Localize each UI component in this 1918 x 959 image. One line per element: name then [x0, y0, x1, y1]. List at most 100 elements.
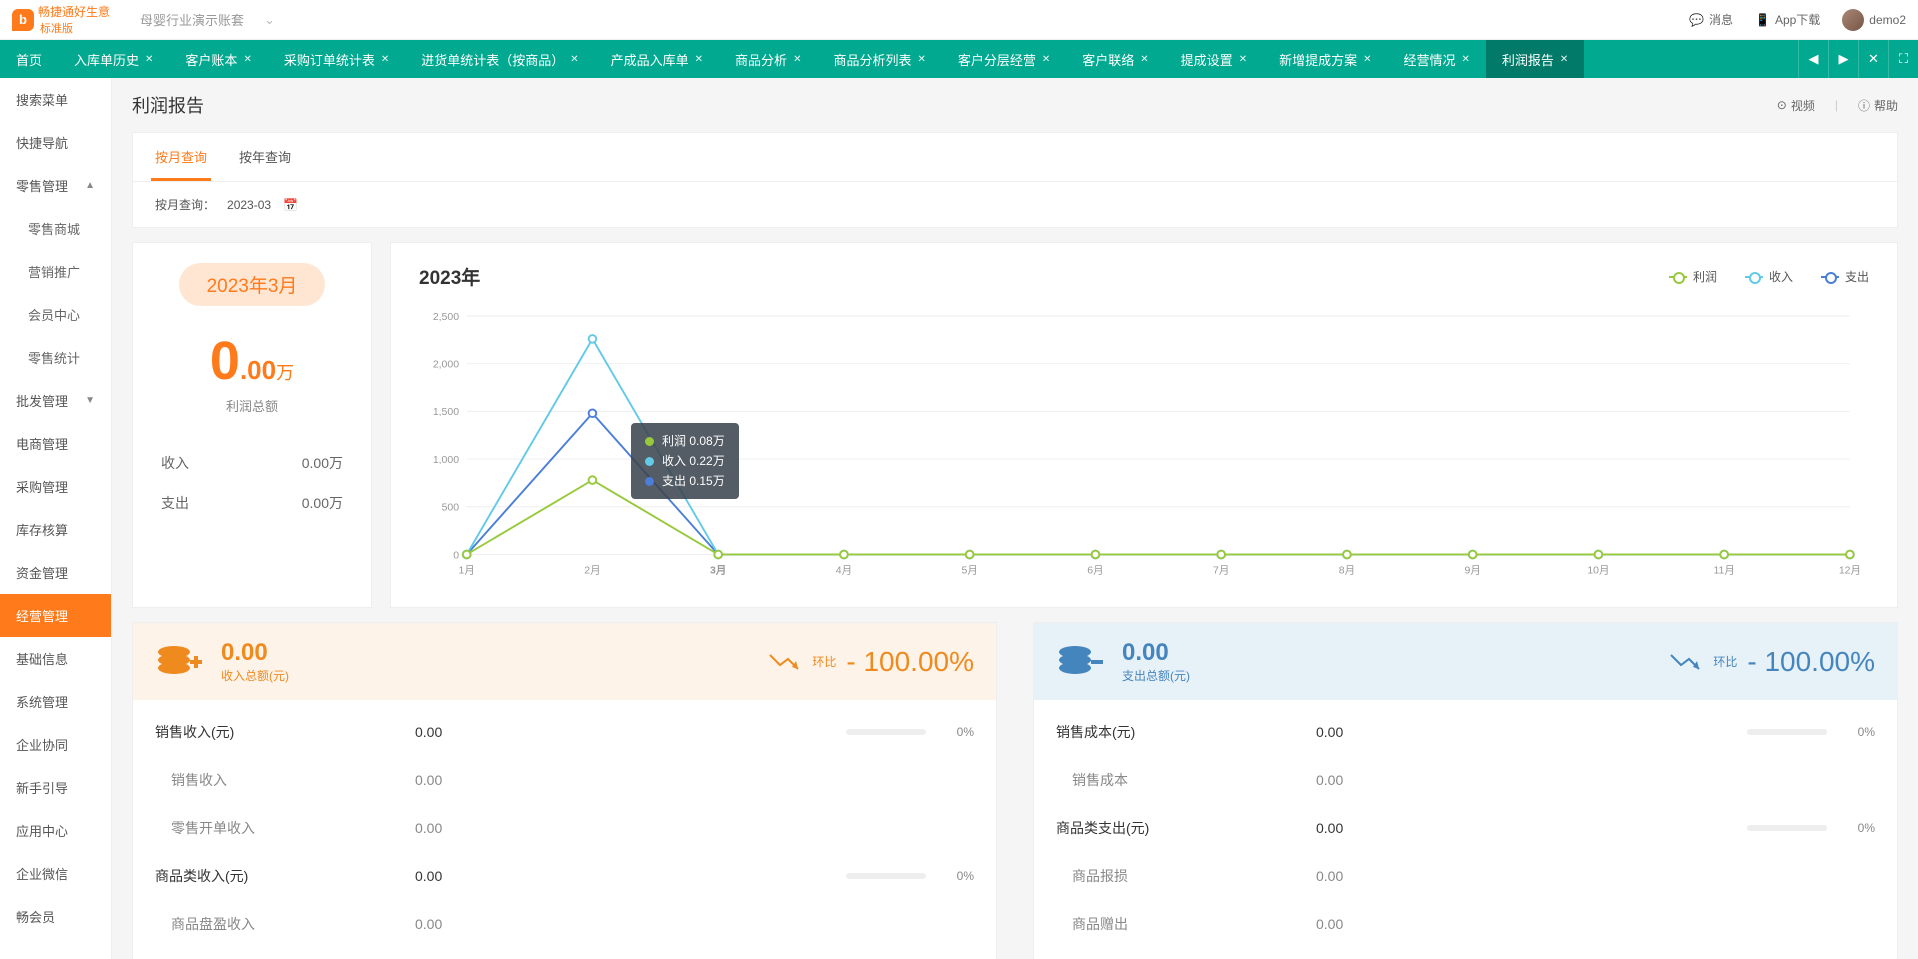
tab-提成设置[interactable]: 提成设置✕ [1165, 40, 1263, 78]
tab-label: 采购订单统计表 [284, 50, 375, 69]
summary-rows: 收入0.00万支出0.00万 [153, 443, 351, 523]
close-icon[interactable]: ✕ [381, 54, 389, 65]
sidebar-item[interactable]: 经营管理 [0, 594, 111, 637]
close-icon[interactable]: ✕ [1462, 54, 1470, 65]
account-selector[interactable]: 母婴行业演示账套 ⌄ [140, 10, 275, 29]
row-value: 0.00 [1316, 820, 1456, 836]
tab-利润报告[interactable]: 利润报告✕ [1486, 40, 1584, 78]
tab-首页[interactable]: 首页 [0, 40, 58, 78]
close-icon[interactable]: ✕ [1363, 54, 1371, 65]
list-row: 商品受赠收入0.00 [155, 948, 974, 959]
tabs-fullscreen-button[interactable]: ⛶ [1888, 40, 1918, 78]
expense-amount: 0.00 [1122, 639, 1190, 667]
sidebar-label: 新手引导 [16, 778, 68, 797]
sidebar-label: 快捷导航 [16, 133, 68, 152]
legend-profit[interactable]: 利润 [1669, 268, 1717, 285]
close-icon[interactable]: ✕ [1239, 54, 1247, 65]
tab-商品分析[interactable]: 商品分析 ✕ [719, 40, 817, 78]
income-hb-label: 环比 [812, 653, 836, 670]
query-tabs: 按月查询 按年查询 [132, 132, 1898, 181]
tab-year-query[interactable]: 按年查询 [235, 133, 295, 181]
tab-客户账本[interactable]: 客户账本✕ [169, 40, 267, 78]
sidebar-item[interactable]: 应用中心 [0, 809, 111, 852]
close-icon[interactable]: ✕ [1042, 54, 1050, 65]
user-menu[interactable]: demo2 [1842, 9, 1906, 31]
avatar [1842, 9, 1864, 31]
close-icon[interactable]: ✕ [243, 54, 251, 65]
chevron-down-icon: ⌄ [264, 12, 275, 28]
close-icon[interactable]: ✕ [570, 54, 578, 65]
sidebar-item[interactable]: 快捷导航 [0, 121, 111, 164]
messages-link[interactable]: 💬 消息 [1689, 11, 1733, 28]
row-name: 商品类支出(元) [1056, 818, 1316, 838]
close-icon[interactable]: ✕ [145, 54, 153, 65]
sidebar-item[interactable]: 畅会员 [0, 895, 111, 938]
chart-title: 2023年 [419, 263, 480, 290]
sidebar-item[interactable]: 零售商城 [0, 207, 111, 250]
filter-label: 按月查询： [155, 196, 215, 213]
sidebar-label: 零售管理 [16, 176, 68, 195]
sidebar-item[interactable]: 系统管理 [0, 680, 111, 723]
svg-text:4月: 4月 [836, 565, 852, 577]
summary-row-val: 0.00万 [302, 453, 343, 473]
sidebar-item[interactable]: 搜索菜单 [0, 78, 111, 121]
close-icon[interactable]: ✕ [695, 54, 703, 65]
progress-pct: 0% [938, 725, 974, 739]
row-value: 0.00 [415, 772, 555, 788]
sidebar-item[interactable]: 采购管理 [0, 465, 111, 508]
close-icon[interactable]: ✕ [1560, 54, 1568, 65]
sidebar-item[interactable]: 基础信息 [0, 637, 111, 680]
tab-产成品入库单[interactable]: 产成品入库单✕ [595, 40, 719, 78]
row-name: 销售收入(元) [155, 722, 415, 742]
close-icon[interactable]: ✕ [1140, 54, 1148, 65]
tab-客户分层经营[interactable]: 客户分层经营✕ [942, 40, 1066, 78]
tab-客户联络[interactable]: 客户联络✕ [1066, 40, 1164, 78]
sidebar-item[interactable]: 零售统计 [0, 336, 111, 379]
tab-商品分析列表[interactable]: 商品分析列表✕ [817, 40, 941, 78]
legend-income[interactable]: 收入 [1745, 268, 1793, 285]
legend-income-label: 收入 [1769, 268, 1793, 285]
tab-month-query[interactable]: 按月查询 [151, 133, 211, 181]
app-download-link[interactable]: 📱 App下载 [1755, 11, 1820, 28]
logo-text: 畅捷通好生意 [38, 3, 110, 20]
sidebar-item[interactable]: 电商管理 [0, 422, 111, 465]
sidebar-item[interactable]: 库存核算 [0, 508, 111, 551]
tooltip-dot [645, 437, 654, 446]
tooltip-row: 收入 0.22万 [645, 451, 725, 471]
sidebar-item[interactable]: 新手引导 [0, 766, 111, 809]
summary-row-name: 收入 [161, 453, 189, 473]
sidebar-item[interactable]: 企业微信 [0, 852, 111, 895]
svg-text:11月: 11月 [1713, 565, 1734, 577]
sidebar-item[interactable]: 资金管理 [0, 551, 111, 594]
tabs-prev-button[interactable]: ◀ [1798, 40, 1828, 78]
close-icon[interactable]: ✕ [793, 54, 801, 65]
sidebar-item[interactable]: 企业协同 [0, 723, 111, 766]
legend-expense[interactable]: 支出 [1821, 268, 1869, 285]
sidebar-label: 应用中心 [16, 821, 68, 840]
summary-unit: 万 [276, 363, 294, 383]
calendar-icon[interactable]: 📅 [283, 198, 298, 212]
income-amount: 0.00 [221, 639, 289, 667]
tab-label: 商品分析 [735, 50, 787, 69]
tab-进货单统计表（按商品）[interactable]: 进货单统计表（按商品）✕ [405, 40, 594, 78]
video-link[interactable]: ⊙视频 [1777, 97, 1815, 114]
summary-card: 2023年3月 0.00万 利润总额 收入0.00万支出0.00万 [132, 242, 372, 608]
sidebar-item[interactable]: 营销推广 [0, 250, 111, 293]
row-name: 零售开单收入 [155, 818, 415, 838]
tabs-next-button[interactable]: ▶ [1828, 40, 1858, 78]
legend-profit-label: 利润 [1693, 268, 1717, 285]
sidebar-item[interactable]: 零售管理▲ [0, 164, 111, 207]
tab-入库单历史[interactable]: 入库单历史✕ [58, 40, 169, 78]
tab-经营情况[interactable]: 经营情况✕ [1387, 40, 1485, 78]
trend-down-icon [1669, 649, 1703, 675]
tab-label: 新增提成方案 [1279, 50, 1357, 69]
sidebar-item[interactable]: 批发管理▼ [0, 379, 111, 422]
filter-date-value[interactable]: 2023-03 [227, 198, 271, 212]
help-link[interactable]: ⓘ帮助 [1858, 97, 1898, 114]
tab-新增提成方案[interactable]: 新增提成方案 ✕ [1263, 40, 1387, 78]
row-value: 0.00 [415, 724, 555, 740]
sidebar-item[interactable]: 会员中心 [0, 293, 111, 336]
close-icon[interactable]: ✕ [917, 54, 925, 65]
tab-采购订单统计表[interactable]: 采购订单统计表 ✕ [268, 40, 405, 78]
tabs-close-all-button[interactable]: ✕ [1858, 40, 1888, 78]
